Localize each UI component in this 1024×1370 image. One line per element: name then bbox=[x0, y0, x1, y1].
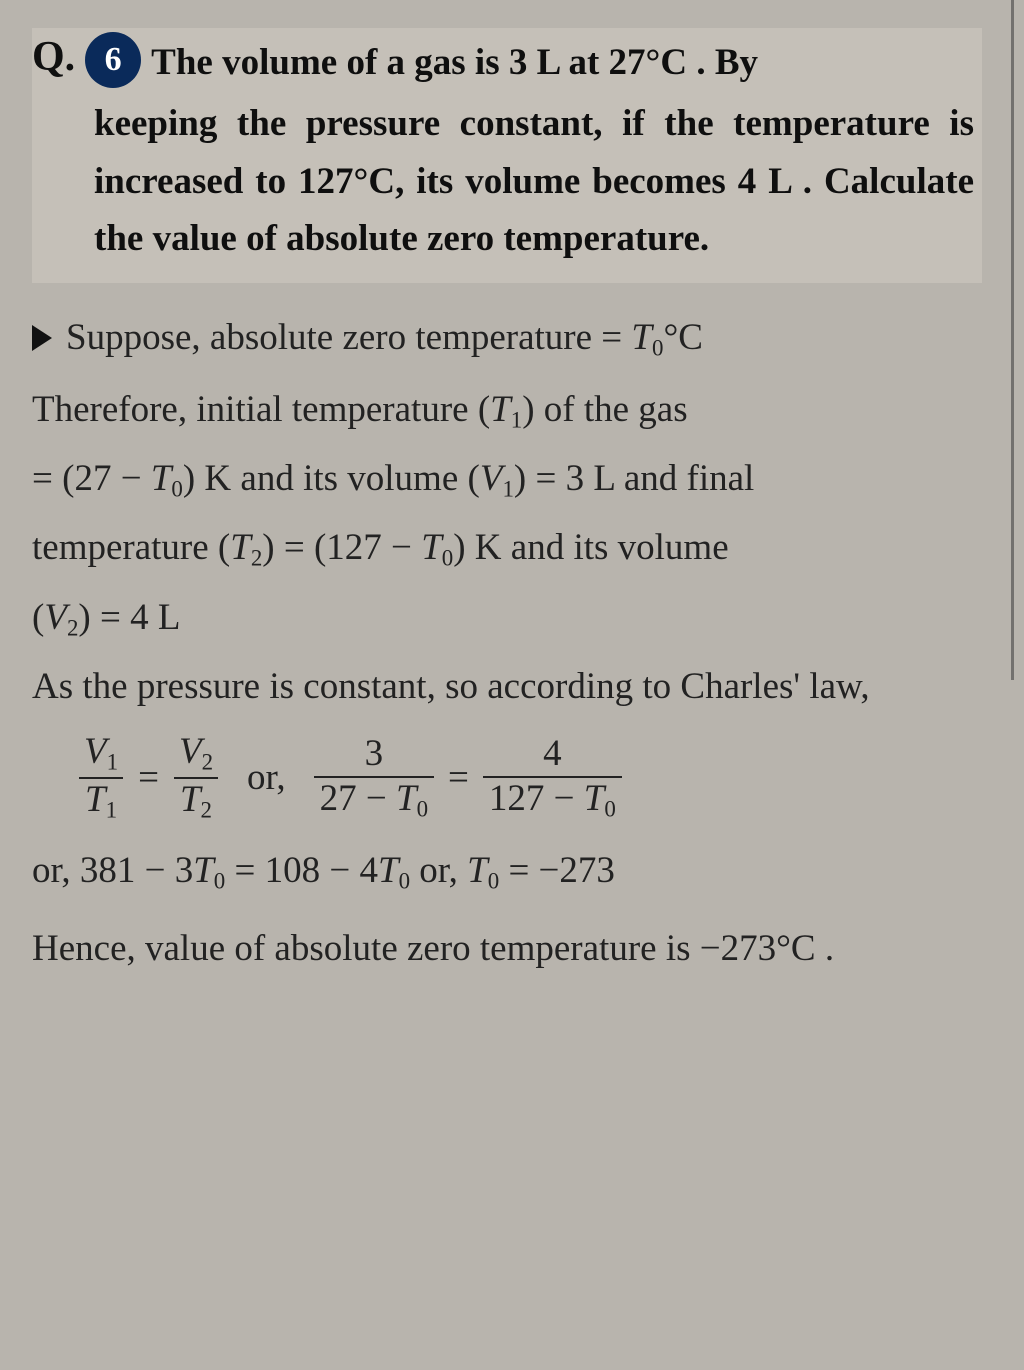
den-T0b: T bbox=[584, 778, 605, 819]
suppose-row: Suppose, absolute zero temperature = T0°… bbox=[32, 309, 982, 366]
num-3: 3 bbox=[359, 735, 390, 776]
sub-1b: 1 bbox=[502, 476, 513, 501]
therefore-pre: Therefore, initial temperature ( bbox=[32, 389, 490, 430]
var-T2: T bbox=[230, 527, 251, 568]
question-label: Q. bbox=[32, 28, 75, 78]
eq1-b: ) K and its volume ( bbox=[183, 458, 480, 499]
therefore-post: ) of the gas bbox=[522, 389, 687, 430]
den-T2: T2 bbox=[174, 777, 218, 823]
suppose-pre: Suppose, absolute zero temperature = bbox=[66, 317, 631, 358]
orl-T0b: T bbox=[378, 850, 399, 891]
var-T1: T bbox=[490, 389, 511, 430]
den-27a: 27 − bbox=[320, 778, 396, 819]
orl-sub0b: 0 bbox=[399, 869, 410, 894]
orl-T0c: T bbox=[467, 850, 488, 891]
den-27: 27 − T0 bbox=[314, 776, 434, 822]
num-V2: V2 bbox=[173, 733, 219, 777]
var-T0-b: T bbox=[151, 458, 172, 499]
sub-2b: 2 bbox=[67, 615, 78, 640]
v2-row: (V2) = 4 L bbox=[32, 589, 982, 646]
deg-c: °C bbox=[663, 317, 702, 358]
therefore-row: Therefore, initial temperature (T1) of t… bbox=[32, 381, 982, 438]
or-1: or, bbox=[247, 749, 286, 806]
den-T1: T1 bbox=[79, 777, 123, 823]
num-sub2: 2 bbox=[202, 750, 213, 775]
question-block: Q. 6 The volume of a gas is 3 L at 27°C … bbox=[32, 28, 982, 283]
num-V: V bbox=[84, 731, 107, 772]
t2-b: ) = (127 − bbox=[262, 527, 421, 568]
final-answer: Hence, value of absolute zero temperatur… bbox=[32, 920, 982, 977]
orl-sub0c: 0 bbox=[488, 869, 499, 894]
right-margin-rule bbox=[1011, 0, 1014, 680]
var-T: T bbox=[631, 317, 652, 358]
charles-row: As the pressure is constant, so accordin… bbox=[32, 658, 982, 715]
den-T0a: T bbox=[396, 778, 417, 819]
or-row: or, 381 − 3T0 = 108 − 4T0 or, T0 = −273 bbox=[32, 842, 982, 899]
equation-row: V1 T1 = V2 T2 or, 3 27 − T0 = 4 127 − T0 bbox=[74, 733, 982, 822]
den-sub0a: 0 bbox=[417, 796, 428, 821]
den-127a: 127 − bbox=[489, 778, 584, 819]
orl-c: or, bbox=[410, 850, 467, 891]
var-V2: V bbox=[44, 597, 67, 638]
orl-sub0a: 0 bbox=[214, 869, 225, 894]
question-body: keeping the pressure constant, if the te… bbox=[94, 95, 974, 267]
eq1-a: = (27 − bbox=[32, 458, 151, 499]
den-sub2: 2 bbox=[201, 797, 212, 822]
den-sub1: 1 bbox=[106, 797, 117, 822]
num-Vb: V bbox=[179, 731, 202, 772]
var-V1: V bbox=[480, 458, 503, 499]
num-sub1: 1 bbox=[107, 750, 118, 775]
suppose-text: Suppose, absolute zero temperature = T0°… bbox=[66, 309, 703, 366]
solution-block: Suppose, absolute zero temperature = T0°… bbox=[32, 309, 982, 977]
sub-0c: 0 bbox=[442, 546, 453, 571]
num-V1: V1 bbox=[78, 733, 124, 777]
orl-b: = 108 − 4 bbox=[225, 850, 378, 891]
eq1-c: ) = 3 L and final bbox=[514, 458, 754, 499]
var-T0-c: T bbox=[421, 527, 442, 568]
den-T: T bbox=[85, 779, 106, 820]
bullet-triangle-icon bbox=[32, 325, 52, 351]
t2-a: temperature ( bbox=[32, 527, 230, 568]
sub-0b: 0 bbox=[171, 476, 182, 501]
question-header: Q. 6 The volume of a gas is 3 L at 27°C … bbox=[32, 28, 974, 91]
orl-T0a: T bbox=[193, 850, 214, 891]
frac-V2-T2: V2 T2 bbox=[173, 733, 219, 822]
frac-V1-T1: V1 T1 bbox=[78, 733, 124, 822]
equals-2: = bbox=[448, 749, 469, 806]
v2-a: ( bbox=[32, 597, 44, 638]
den-sub0b: 0 bbox=[604, 796, 615, 821]
eq1-row: = (27 − T0) K and its volume (V1) = 3 L … bbox=[32, 450, 982, 507]
sub-1: 1 bbox=[511, 407, 522, 432]
orl-d: = −273 bbox=[499, 850, 615, 891]
page: Q. 6 The volume of a gas is 3 L at 27°C … bbox=[32, 28, 982, 977]
den-127: 127 − T0 bbox=[483, 776, 622, 822]
sub-2: 2 bbox=[251, 546, 262, 571]
question-line-1: The volume of a gas is 3 L at 27°C . By bbox=[151, 28, 758, 91]
sub-0: 0 bbox=[652, 336, 663, 361]
frac-3: 3 27 − T0 bbox=[314, 735, 434, 821]
den-Tb: T bbox=[180, 779, 201, 820]
orl-a: or, 381 − 3 bbox=[32, 850, 193, 891]
question-number-badge: 6 bbox=[85, 32, 141, 88]
temp2-row: temperature (T2) = (127 − T0) K and its … bbox=[32, 519, 982, 576]
t2-c: ) K and its volume bbox=[453, 527, 728, 568]
equals-1: = bbox=[138, 749, 159, 806]
num-4: 4 bbox=[537, 735, 568, 776]
v2-b: ) = 4 L bbox=[78, 597, 180, 638]
frac-4: 4 127 − T0 bbox=[483, 735, 622, 821]
